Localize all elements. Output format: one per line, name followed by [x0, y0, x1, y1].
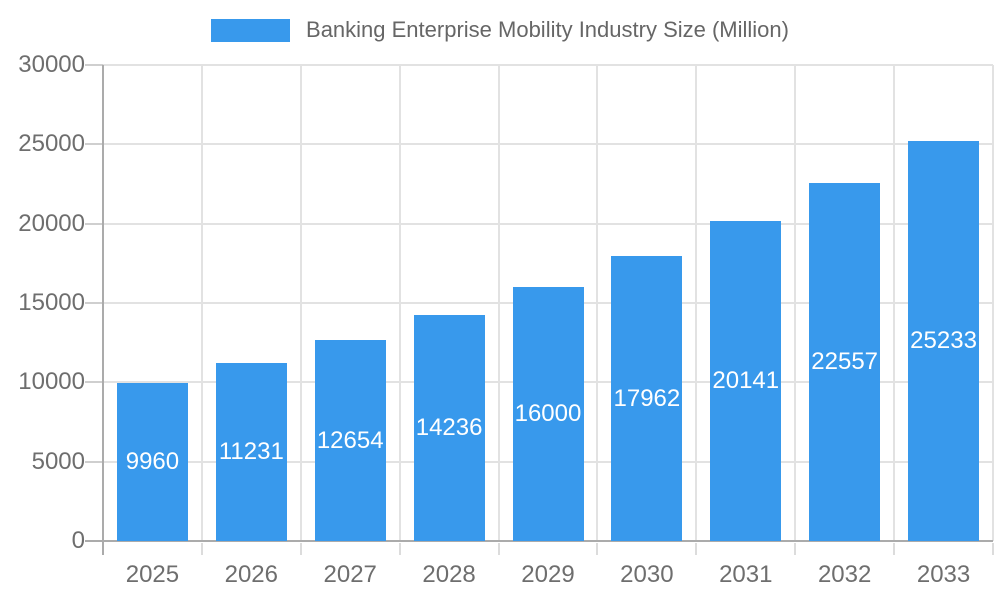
bar[interactable] — [116, 382, 188, 541]
x-tick-mark — [200, 543, 203, 555]
y-axis-label: 5000 — [31, 447, 85, 475]
x-tick-mark — [398, 543, 401, 555]
bar[interactable] — [512, 287, 584, 541]
y-axis-label: 10000 — [18, 368, 85, 396]
y-tick-mark — [85, 302, 103, 304]
legend-label: Banking Enterprise Mobility Industry Siz… — [306, 17, 789, 42]
y-tick-mark — [85, 381, 103, 384]
x-axis-label: 2030 — [620, 561, 674, 588]
bar-value-label: 11231 — [218, 437, 284, 465]
gridline — [695, 65, 698, 541]
y-axis-line — [102, 65, 104, 555]
x-axis-line — [85, 540, 993, 542]
gridline — [103, 222, 993, 225]
legend: Banking Enterprise Mobility Industry Siz… — [0, 17, 1000, 43]
bar[interactable] — [215, 362, 287, 541]
bar-value-label: 14236 — [415, 414, 483, 442]
legend-swatch-icon — [211, 18, 291, 42]
legend-item[interactable]: Banking Enterprise Mobility Industry Siz… — [211, 17, 789, 43]
bar[interactable] — [413, 315, 485, 541]
x-tick-mark — [497, 543, 500, 555]
y-axis-label: 0 — [71, 527, 85, 554]
bar[interactable] — [611, 256, 683, 541]
x-axis-label: 2026 — [224, 561, 278, 588]
y-tick-mark — [85, 460, 103, 463]
y-axis-label: 30000 — [18, 51, 85, 78]
gridline — [103, 64, 993, 66]
x-tick-mark — [299, 543, 302, 555]
bar[interactable] — [809, 183, 881, 541]
gridline — [794, 65, 797, 541]
x-tick-mark — [794, 543, 797, 555]
gridline — [103, 143, 993, 146]
y-axis-label: 25000 — [18, 130, 85, 158]
bar-value-label: 9960 — [125, 447, 180, 475]
gridline — [992, 65, 994, 541]
bar-value-label: 16000 — [514, 400, 582, 428]
x-axis-label: 2029 — [521, 561, 575, 588]
y-tick-mark — [85, 143, 103, 146]
gridline — [299, 65, 302, 541]
bar[interactable] — [908, 140, 980, 541]
x-tick-mark — [893, 543, 896, 555]
x-axis-label: 2031 — [719, 561, 773, 588]
bar[interactable] — [710, 221, 782, 541]
x-tick-mark — [596, 543, 599, 555]
y-tick-mark — [85, 64, 103, 66]
x-axis-label: 2028 — [422, 561, 476, 588]
bar-value-label: 20141 — [712, 367, 780, 395]
x-tick-mark — [992, 543, 994, 555]
y-tick-mark — [85, 222, 103, 225]
gridline — [596, 65, 599, 541]
y-axis-label: 15000 — [18, 289, 85, 316]
bar-value-label: 17962 — [613, 384, 681, 412]
x-tick-mark — [695, 543, 698, 555]
bar-value-label: 25233 — [910, 326, 977, 354]
bar-value-label: 12654 — [316, 426, 384, 454]
x-axis-label: 2027 — [323, 561, 377, 588]
x-axis-label: 2033 — [916, 561, 971, 588]
gridline — [398, 65, 401, 541]
bar-value-label: 22557 — [811, 348, 879, 376]
gridline — [497, 65, 500, 541]
x-axis-label: 2032 — [817, 561, 872, 588]
y-axis-label: 20000 — [18, 209, 85, 237]
gridline — [893, 65, 896, 541]
gridline — [200, 65, 203, 541]
bar[interactable] — [314, 340, 386, 541]
x-axis-label: 2025 — [125, 561, 180, 588]
